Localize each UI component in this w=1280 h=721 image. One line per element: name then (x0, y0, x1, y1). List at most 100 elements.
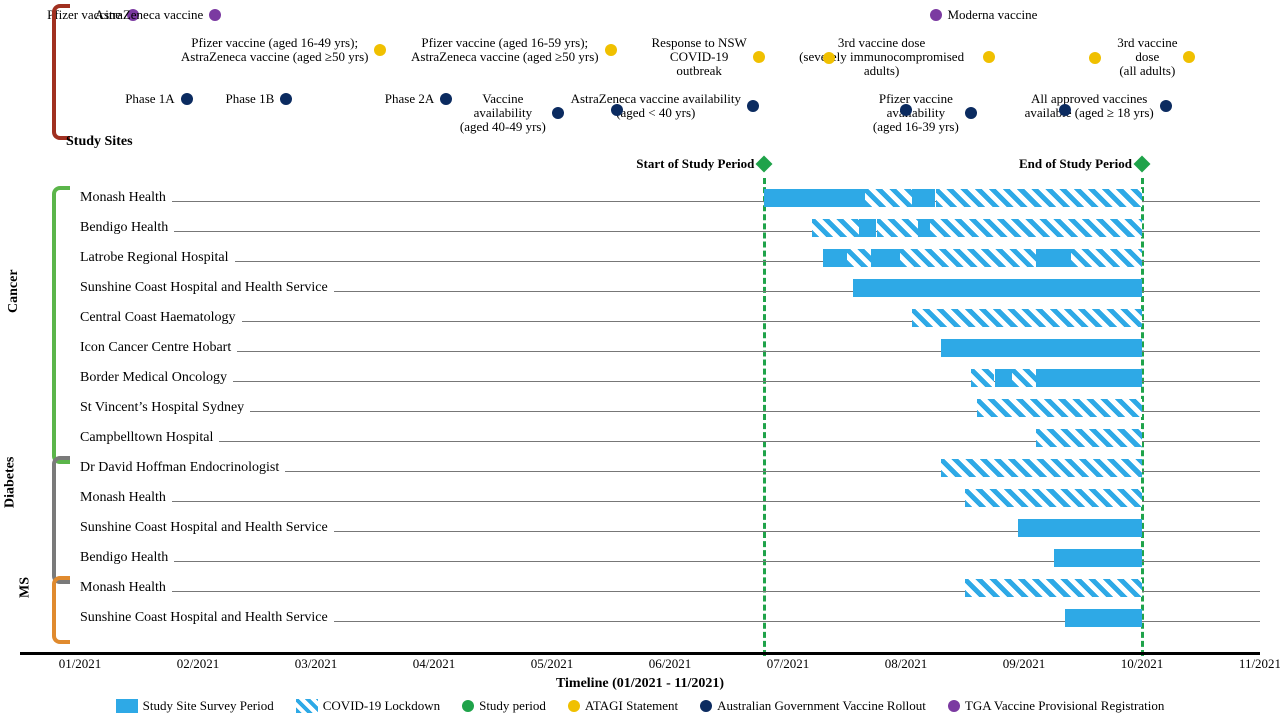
legend-dot-icon (568, 700, 580, 712)
site-row: Icon Cancer Centre Hobart (80, 336, 1260, 366)
x-tick: 08/2021 (885, 656, 928, 672)
site-label: Sunshine Coast Hospital and Health Servi… (80, 520, 328, 536)
site-label: Icon Cancer Centre Hobart (80, 340, 231, 356)
milestone-label: 3rd vaccine dose(severely immunocompromi… (787, 36, 977, 78)
milestone-label: Phase 1B (226, 92, 275, 106)
x-tick: 11/2021 (1239, 656, 1280, 672)
milestone-label: Phase 1A (125, 92, 174, 106)
lockdown-bar (1071, 249, 1142, 267)
x-axis (20, 652, 1260, 655)
rollout-dot-icon (440, 93, 452, 105)
lockdown-bar (847, 249, 871, 267)
rollout-milestone: All approved vaccinesavailable (aged ≥ 1… (1025, 92, 1172, 120)
legend-item: Study period (462, 698, 546, 714)
lockdown-bar (877, 219, 918, 237)
group-brace (52, 576, 70, 644)
ms-group-label: MS (18, 577, 34, 598)
survey-period-bar (1018, 519, 1142, 537)
legend-item: Study Site Survey Period (116, 698, 274, 714)
milestone-label: Pfizer vaccineavailability(aged 16-39 yr… (873, 92, 959, 134)
atagi-dot-icon (1183, 51, 1195, 63)
lockdown-bar (912, 309, 1142, 327)
lockdown-bar (930, 219, 1142, 237)
tga-dot-icon (930, 9, 942, 21)
site-row: Sunshine Coast Hospital and Health Servi… (80, 606, 1260, 636)
site-row: Sunshine Coast Hospital and Health Servi… (80, 516, 1260, 546)
site-row: Central Coast Haematology (80, 306, 1260, 336)
site-label: Campbelltown Hospital (80, 430, 213, 446)
lockdown-bar (1036, 429, 1142, 447)
site-row: Monash Health (80, 486, 1260, 516)
tga-milestone: AstraZeneca vaccine (95, 8, 222, 22)
site-label: Sunshine Coast Hospital and Health Servi… (80, 610, 328, 626)
rollout-dot-icon (747, 100, 759, 112)
lockdown-bar (865, 189, 912, 207)
lockdown-bar (1012, 369, 1036, 387)
legend-swatch-solid (116, 699, 138, 713)
site-row: Campbelltown Hospital (80, 426, 1260, 456)
study-period-label: End of Study Period (1019, 156, 1132, 172)
atagi-milestone: Pfizer vaccine (aged 16-49 yrs);AstraZen… (181, 36, 387, 64)
legend-label: Study period (479, 698, 546, 714)
site-label: Bendigo Health (80, 220, 168, 236)
legend-item: Australian Government Vaccine Rollout (700, 698, 926, 714)
site-row: Bendigo Health (80, 546, 1260, 576)
site-row: Bendigo Health (80, 216, 1260, 246)
legend-item: COVID-19 Lockdown (296, 698, 440, 714)
legend-item: ATAGI Statement (568, 698, 678, 714)
site-label: Latrobe Regional Hospital (80, 250, 229, 266)
legend-label: Australian Government Vaccine Rollout (717, 698, 926, 714)
site-row: Monash Health (80, 186, 1260, 216)
survey-period-bar (764, 189, 864, 207)
legend-label: COVID-19 Lockdown (323, 698, 440, 714)
atagi-dot-icon (983, 51, 995, 63)
site-label: Dr David Hoffman Endocrinologist (80, 460, 279, 476)
site-label: Central Coast Haematology (80, 310, 236, 326)
lockdown-bar (977, 399, 1142, 417)
atagi-dot-icon (605, 44, 617, 56)
site-row: Monash Health (80, 576, 1260, 606)
lockdown-bar (936, 189, 1143, 207)
legend-dot-icon (948, 700, 960, 712)
survey-period-bar (912, 189, 936, 207)
x-tick: 01/2021 (59, 656, 102, 672)
rollout-milestone: Phase 1B (226, 92, 293, 106)
rollout-milestone: Pfizer vaccineavailability(aged 16-39 yr… (873, 92, 977, 134)
x-tick: 02/2021 (177, 656, 220, 672)
rollout-dot-icon (611, 104, 623, 116)
site-label: Bendigo Health (80, 550, 168, 566)
atagi-dot-icon (374, 44, 386, 56)
legend-dot-icon (462, 700, 474, 712)
site-row: Dr David Hoffman Endocrinologist (80, 456, 1260, 486)
rollout-milestone: AstraZeneca vaccine availability(aged < … (571, 92, 759, 120)
survey-period-bar (918, 219, 930, 237)
legend-swatch-hatch (296, 699, 318, 713)
legend-label: TGA Vaccine Provisional Registration (965, 698, 1164, 714)
atagi-milestone: 3rd vaccine dose(severely immunocompromi… (787, 36, 995, 78)
milestone-label: AstraZeneca vaccine (95, 8, 204, 22)
rollout-milestone: Vaccineavailability(aged 40-49 yrs) (460, 92, 564, 134)
survey-period-bar (1065, 609, 1142, 627)
atagi-milestone: 3rd vaccinedose(all adults) (1117, 36, 1195, 78)
survey-period-bar (859, 219, 877, 237)
study-period-label: Start of Study Period (636, 156, 754, 172)
group-brace (52, 186, 70, 464)
site-label: Monash Health (80, 190, 166, 206)
milestone-label: Moderna vaccine (948, 8, 1038, 22)
x-tick: 07/2021 (767, 656, 810, 672)
survey-period-bar (871, 249, 901, 267)
site-row: Latrobe Regional Hospital (80, 246, 1260, 276)
atagi-dot-icon (1089, 52, 1101, 64)
tga-dot-icon (209, 9, 221, 21)
milestone-label: Vaccineavailability(aged 40-49 yrs) (460, 92, 546, 134)
axis-title: Timeline (01/2021 - 11/2021) (556, 676, 724, 692)
x-tick: 09/2021 (1003, 656, 1046, 672)
survey-period-bar (1036, 369, 1142, 387)
legend-dot-icon (700, 700, 712, 712)
milestone-label: Response to NSWCOVID-19outbreak (652, 36, 747, 78)
site-label: Monash Health (80, 490, 166, 506)
milestone-label: 3rd vaccinedose(all adults) (1117, 36, 1177, 78)
survey-period-bar (941, 339, 1142, 357)
legend-label: ATAGI Statement (585, 698, 678, 714)
x-tick: 04/2021 (413, 656, 456, 672)
